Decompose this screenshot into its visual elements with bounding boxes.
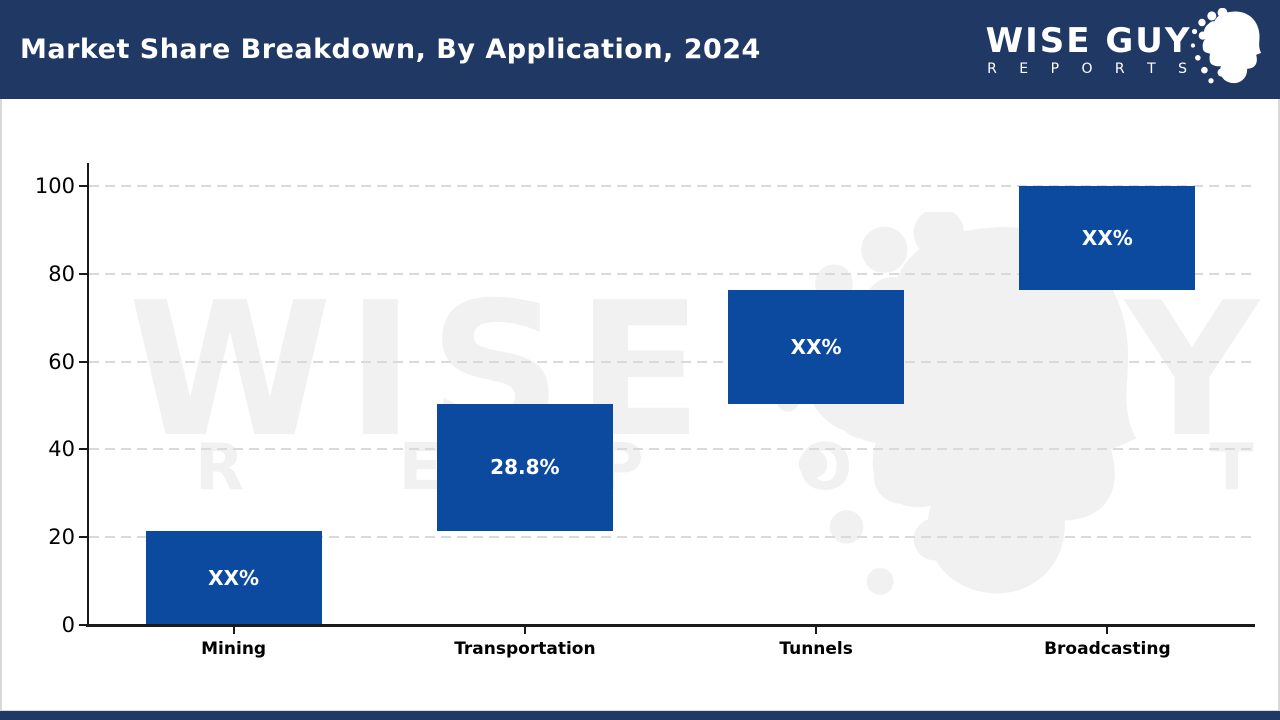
y-tick-label-100: 100 xyxy=(34,174,75,198)
y-tick-label-20: 20 xyxy=(48,525,75,550)
x-category-label: Mining xyxy=(201,639,267,659)
gridline-100 xyxy=(89,185,1253,187)
y-axis-spine xyxy=(87,163,89,627)
bar-tunnels: XX% xyxy=(728,290,905,405)
gridline-20 xyxy=(89,536,1253,539)
brand-name: WISE GUY xyxy=(985,21,1192,62)
y-tick-80 xyxy=(79,272,88,275)
bar-mining: XX% xyxy=(145,530,322,625)
bar-value-label: XX% xyxy=(208,565,260,590)
y-tick-20 xyxy=(79,536,88,539)
x-tick-1 xyxy=(523,625,526,634)
x-tick-3 xyxy=(1106,625,1109,634)
y-tick-40 xyxy=(79,448,88,451)
brand-text: WISE GUY R E P O R T S xyxy=(981,21,1196,77)
bar-value-label: XX% xyxy=(790,335,842,360)
x-tick-2 xyxy=(815,625,818,634)
gridline-60 xyxy=(89,360,1253,363)
y-tick-100 xyxy=(79,185,88,187)
x-category-label: Tunnels xyxy=(779,639,853,659)
brand-subtitle: R E P O R T S xyxy=(987,60,1196,77)
y-tick-0 xyxy=(79,624,88,626)
bar-transportation: 28.8% xyxy=(436,404,613,531)
header-bar: Market Share Breakdown, By Application, … xyxy=(0,0,1280,99)
y-tick-label-40: 40 xyxy=(48,437,75,462)
x-axis-spine xyxy=(86,624,1255,627)
brand-logo: WISE GUY R E P O R T S xyxy=(981,8,1266,92)
y-tick-label-0: 0 xyxy=(61,613,75,637)
gridline-40 xyxy=(89,448,1253,451)
bar-broadcasting: XX% xyxy=(1019,186,1196,291)
bar-value-label: 28.8% xyxy=(490,455,560,480)
footer-bar xyxy=(0,711,1280,720)
bar-value-label: XX% xyxy=(1081,226,1133,251)
x-tick-0 xyxy=(232,625,235,634)
x-category-label: Transportation xyxy=(454,639,596,659)
x-category-label: Broadcasting xyxy=(1044,639,1171,659)
y-tick-label-60: 60 xyxy=(48,349,75,374)
gridline-80 xyxy=(89,272,1253,275)
y-tick-label-80: 80 xyxy=(48,261,75,286)
wiseguy-head-icon xyxy=(1190,8,1262,84)
y-tick-60 xyxy=(79,360,88,363)
watermark-head-icon xyxy=(776,212,1137,595)
page-title: Market Share Breakdown, By Application, … xyxy=(20,34,761,65)
